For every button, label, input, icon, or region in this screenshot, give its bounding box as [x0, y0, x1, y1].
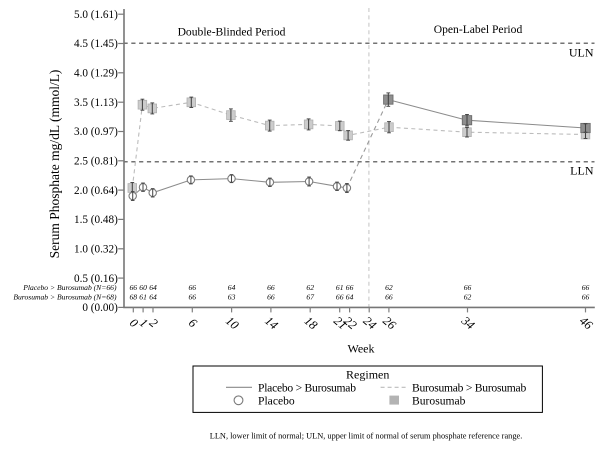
svg-text:67: 67	[306, 292, 315, 301]
svg-text:LLN: LLN	[570, 164, 594, 178]
svg-text:66: 66	[336, 292, 344, 301]
svg-text:66: 66	[385, 292, 393, 301]
svg-text:LLN, lower limit of normal; UL: LLN, lower limit of normal; ULN, upper l…	[210, 432, 523, 441]
svg-text:Serum Phosphate mg/dL (mmol/L): Serum Phosphate mg/dL (mmol/L)	[47, 70, 62, 259]
svg-text:61: 61	[139, 292, 147, 301]
svg-text:66: 66	[189, 292, 197, 301]
svg-text:66: 66	[267, 283, 275, 292]
svg-text:Double-Blinded Period: Double-Blinded Period	[178, 26, 286, 39]
svg-text:66: 66	[267, 292, 275, 301]
svg-text:2.5 (0.81): 2.5 (0.81)	[74, 156, 118, 168]
svg-text:4.0 (1.29): 4.0 (1.29)	[74, 68, 118, 80]
svg-text:66: 66	[464, 283, 472, 292]
svg-text:66: 66	[189, 283, 197, 292]
svg-text:66: 66	[130, 283, 138, 292]
svg-text:66: 66	[582, 292, 590, 301]
svg-text:1.5 (0.48): 1.5 (0.48)	[74, 214, 118, 226]
svg-text:Week: Week	[347, 342, 374, 356]
svg-text:0 (0.00): 0 (0.00)	[82, 302, 118, 314]
svg-text:1.0 (0.32): 1.0 (0.32)	[74, 244, 118, 256]
svg-text:64: 64	[149, 283, 157, 292]
svg-text:64: 64	[149, 292, 157, 301]
svg-text:68: 68	[130, 292, 138, 301]
svg-text:ULN: ULN	[569, 46, 594, 60]
svg-text:Burosumab > Burosumab (N=68): Burosumab > Burosumab (N=68)	[13, 292, 117, 301]
svg-text:2.0 (0.64): 2.0 (0.64)	[74, 185, 118, 197]
svg-text:Burosumab: Burosumab	[412, 395, 466, 408]
svg-text:Regimen: Regimen	[346, 368, 389, 382]
svg-text:63: 63	[228, 292, 236, 301]
svg-text:Burosumab > Burosumab: Burosumab > Burosumab	[412, 381, 526, 394]
svg-text:60: 60	[139, 283, 147, 292]
svg-text:5.0 (1.61): 5.0 (1.61)	[74, 9, 118, 21]
svg-text:66: 66	[582, 283, 590, 292]
svg-text:Placebo: Placebo	[258, 395, 295, 408]
svg-text:3.0 (0.97): 3.0 (0.97)	[74, 126, 118, 138]
svg-text:62: 62	[385, 283, 393, 292]
svg-text:64: 64	[228, 283, 236, 292]
svg-text:62: 62	[464, 292, 472, 301]
svg-text:Open-Label Period: Open-Label Period	[434, 23, 523, 36]
svg-text:66: 66	[346, 283, 354, 292]
svg-text:3.5 (1.13): 3.5 (1.13)	[74, 97, 118, 109]
svg-text:61: 61	[336, 283, 344, 292]
svg-text:0.5 (0.16): 0.5 (0.16)	[74, 273, 118, 285]
svg-text:Placebo > Burosumab (N=66): Placebo > Burosumab (N=66)	[22, 283, 117, 292]
svg-text:62: 62	[306, 283, 314, 292]
svg-text:4.5 (1.45): 4.5 (1.45)	[74, 38, 118, 50]
svg-text:Placebo > Burosumab: Placebo > Burosumab	[258, 381, 356, 394]
svg-text:64: 64	[346, 292, 354, 301]
